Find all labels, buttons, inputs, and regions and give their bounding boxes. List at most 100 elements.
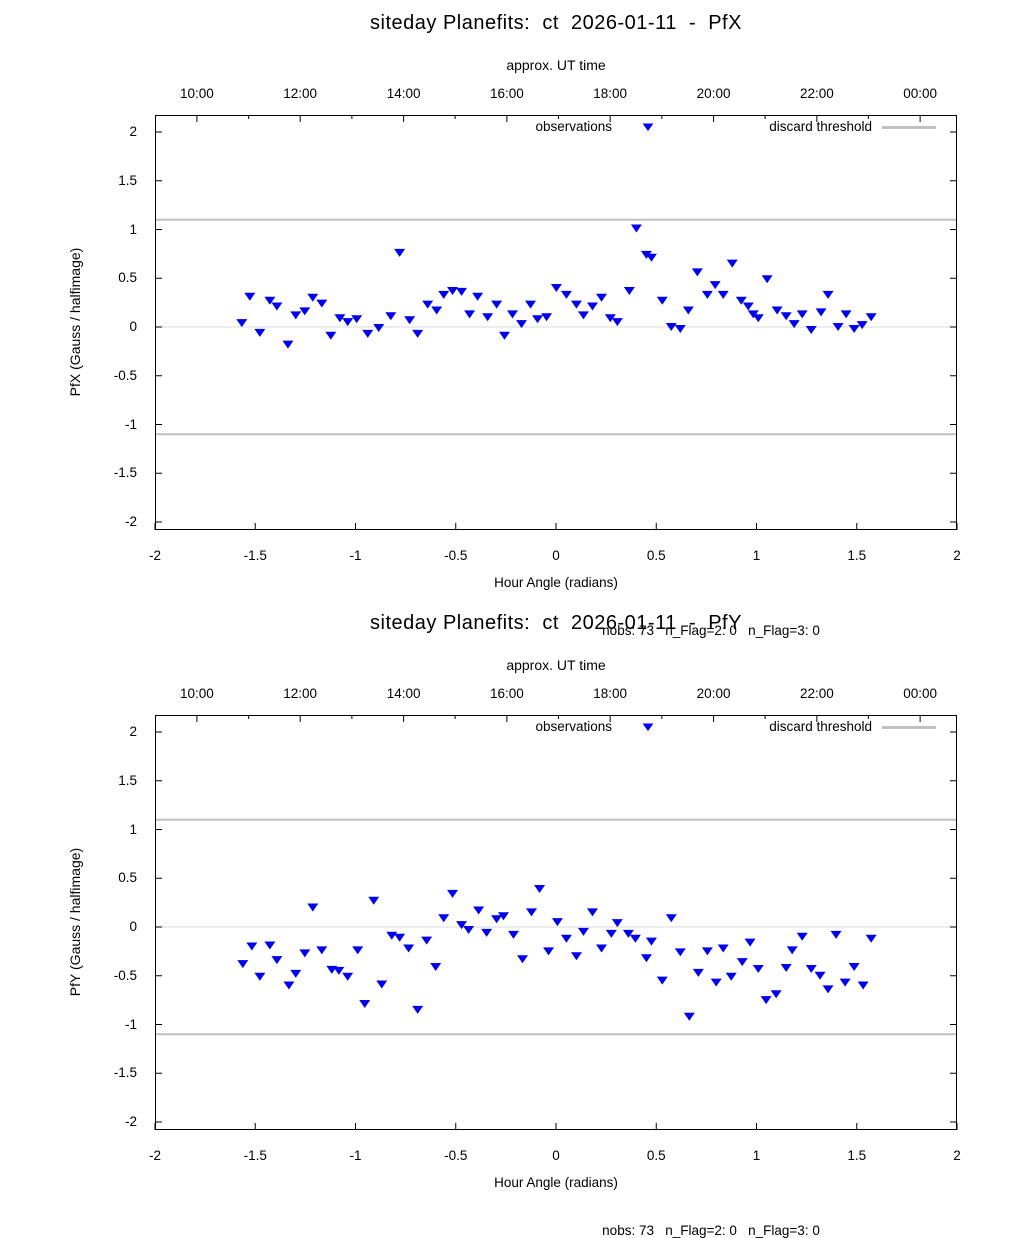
x-tick-label: -1.5 <box>243 1148 267 1163</box>
x-tick-label: 1 <box>752 548 761 563</box>
observation-marker <box>736 958 748 967</box>
observation-marker <box>404 316 416 325</box>
y-tick-label: 2 <box>129 124 137 139</box>
x2-axis-title: approx. UT time <box>506 57 606 73</box>
observation-marker <box>683 1012 695 1021</box>
observation-marker <box>796 932 808 941</box>
observation-marker <box>710 978 722 987</box>
y-tick-label: -1 <box>124 416 137 432</box>
observation-marker <box>752 314 764 323</box>
observation-marker <box>491 915 503 924</box>
observation-marker <box>865 313 877 322</box>
stats-line: nobs: 73 n_Flag=2: 0 n_Flag=3: 0 <box>602 623 820 638</box>
observation-marker <box>373 324 385 332</box>
observation-marker <box>832 323 844 332</box>
y-tick-label: 1 <box>129 821 137 837</box>
observation-marker <box>507 930 519 939</box>
y-tick-label: -0.5 <box>113 367 137 383</box>
observation-marker <box>839 978 851 987</box>
y-tick-label: -1.5 <box>113 1065 137 1081</box>
observation-marker <box>570 300 582 309</box>
observation-marker <box>254 972 266 981</box>
legend-threshold-line-icon <box>882 726 936 729</box>
observation-marker <box>473 906 485 915</box>
chart-pfy: siteday Planefits: ct 2026-01-11 - PfY a… <box>0 600 1024 1238</box>
x2-tick-label: 22:00 <box>799 686 834 701</box>
observation-marker <box>456 287 468 296</box>
plot-area: observations discard threshold nobs: 73 … <box>154 115 958 638</box>
x2-tick-label: 16:00 <box>489 86 524 101</box>
legend-threshold-label: discard threshold <box>769 719 872 734</box>
x-tick-label: 0.5 <box>646 1148 666 1163</box>
observation-marker <box>596 944 608 953</box>
y-tick-label: 1.5 <box>118 172 137 188</box>
observation-marker <box>848 324 860 333</box>
observation-marker <box>264 941 276 950</box>
observation-marker <box>701 290 713 299</box>
observation-marker <box>604 314 616 323</box>
observation-marker <box>543 947 555 956</box>
y-tick-label: 0 <box>129 919 137 934</box>
observation-marker <box>786 946 798 955</box>
observation-marker <box>447 889 459 898</box>
observation-marker <box>290 311 302 320</box>
observation-marker <box>656 976 668 985</box>
observation-marker <box>516 320 528 329</box>
observation-marker <box>412 1005 424 1014</box>
observation-marker <box>691 268 703 277</box>
observation-marker <box>325 331 337 340</box>
observation-marker <box>629 934 641 943</box>
x-tick-label: 0.5 <box>646 548 666 563</box>
observation-marker <box>692 968 704 977</box>
observation-marker <box>780 963 792 972</box>
observation-marker <box>645 253 657 262</box>
observation-marker <box>630 224 642 233</box>
x-tick-label: 0 <box>552 548 560 563</box>
x-tick-label: 1.5 <box>847 1148 867 1163</box>
x-tick-label: 0 <box>552 1148 560 1163</box>
observation-marker <box>342 318 354 327</box>
observation-marker <box>352 946 364 955</box>
observation-marker <box>385 312 397 321</box>
x-tick-label: -1 <box>349 548 362 563</box>
x2-tick-label: 18:00 <box>593 686 628 701</box>
observation-marker <box>491 300 503 309</box>
observation-marker <box>586 302 598 311</box>
x-axis-title: Hour Angle (radians) <box>494 1175 618 1190</box>
observation-marker <box>351 315 363 324</box>
observation-marker <box>805 325 817 334</box>
observation-marker <box>717 290 729 299</box>
observation-marker <box>526 908 538 917</box>
observation-marker <box>725 972 737 981</box>
observation-marker <box>623 286 635 295</box>
observation-marker <box>447 286 459 295</box>
y-tick-label: 1.5 <box>118 772 137 788</box>
x-tick-label: -2 <box>148 548 161 563</box>
observation-marker <box>359 1000 371 1009</box>
observation-marker <box>622 929 634 938</box>
observation-marker <box>796 310 808 319</box>
x-tick-label: -1.5 <box>243 548 267 563</box>
observation-marker <box>611 318 623 327</box>
observation-marker <box>857 981 869 990</box>
observation-marker <box>570 952 582 961</box>
observation-marker <box>760 996 772 1005</box>
observation-marker <box>376 980 388 989</box>
observation-marker <box>394 248 406 257</box>
x2-tick-label: 00:00 <box>903 86 937 101</box>
observation-marker <box>307 293 319 302</box>
observation-marker <box>430 963 442 971</box>
observation-marker <box>534 885 546 893</box>
observation-marker <box>254 328 266 337</box>
observation-marker <box>463 925 475 934</box>
y-tick-label: 0.5 <box>118 870 137 886</box>
observation-marker <box>307 903 319 912</box>
observation-marker <box>560 290 572 299</box>
x2-tick-label: 10:00 <box>179 86 214 101</box>
x2-axis-title: approx. UT time <box>506 657 606 673</box>
observation-marker <box>674 324 686 333</box>
x2-tick-label: 16:00 <box>489 686 524 701</box>
observation-marker <box>780 312 792 321</box>
legend-threshold-line-icon <box>882 126 936 129</box>
observations-series <box>236 224 877 349</box>
